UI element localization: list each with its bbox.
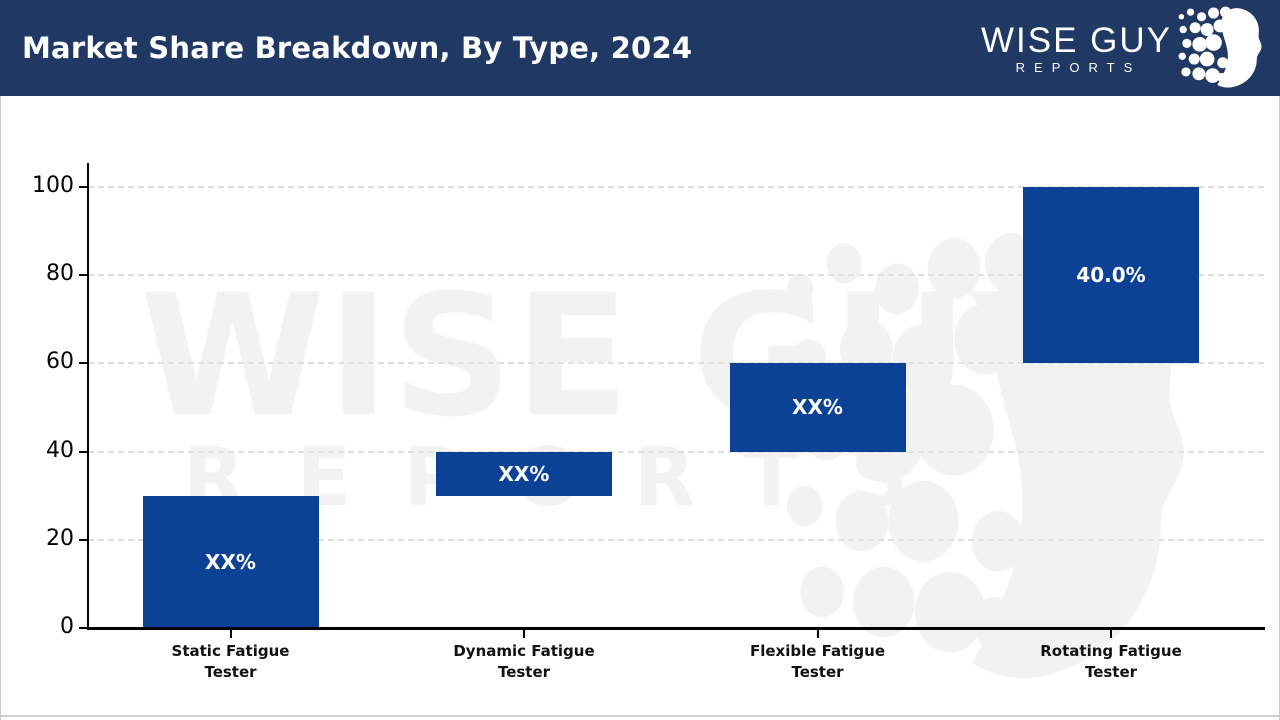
y-axis-line [87, 163, 89, 630]
y-tick-label: 0 [60, 614, 74, 639]
y-tick-label: 80 [46, 261, 74, 287]
gridline [88, 450, 1264, 453]
bar-value-label: XX% [792, 395, 843, 420]
wiseguy-face-icon [1178, 6, 1262, 88]
x-axis-label: Dynamic Fatigue Tester [453, 642, 595, 681]
wiseguy-logo: WISE GUY REPORTS [981, 4, 1266, 92]
x-tick [229, 630, 232, 638]
bar: 40.0% [1023, 187, 1199, 364]
bar: XX% [142, 495, 319, 628]
logo-subname: REPORTS [1015, 59, 1142, 75]
y-tick-label: 40 [46, 437, 74, 463]
chart-title: Market Share Breakdown, By Type, 2024 [22, 31, 693, 65]
header-bar: Market Share Breakdown, By Type, 2024 WI… [0, 0, 1280, 96]
x-axis-label: Flexible Fatigue Tester [749, 642, 886, 681]
y-tick [79, 627, 88, 629]
y-tick-label: 100 [32, 173, 74, 198]
x-tick [1110, 630, 1112, 638]
bar-value-label: 40.0% [1076, 263, 1146, 288]
gridline [88, 538, 1264, 541]
x-axis-line [87, 627, 1265, 630]
bar: XX% [729, 363, 906, 452]
x-axis-label: Rotating Fatigue Tester [1040, 642, 1182, 681]
y-tick [79, 450, 88, 453]
gridline [88, 274, 1264, 277]
logo-text: WISE GUY REPORTS [981, 23, 1172, 74]
x-tick [523, 630, 525, 638]
bottom-divider [0, 715, 1280, 717]
y-tick-label: 60 [46, 349, 74, 375]
bar-value-label: XX% [205, 549, 256, 574]
y-tick [79, 186, 88, 188]
left-edge-border [0, 96, 1, 720]
logo-name: WISE GUY [980, 20, 1172, 60]
x-axis-label: Static Fatigue Tester [171, 642, 290, 681]
bar: XX% [436, 451, 612, 496]
y-tick [79, 362, 88, 365]
y-tick [79, 538, 88, 541]
y-tick [79, 274, 88, 277]
gridline [88, 186, 1264, 188]
x-tick [816, 630, 819, 638]
gridline [88, 362, 1264, 365]
y-tick-label: 20 [46, 525, 74, 551]
bar-value-label: XX% [498, 461, 550, 486]
